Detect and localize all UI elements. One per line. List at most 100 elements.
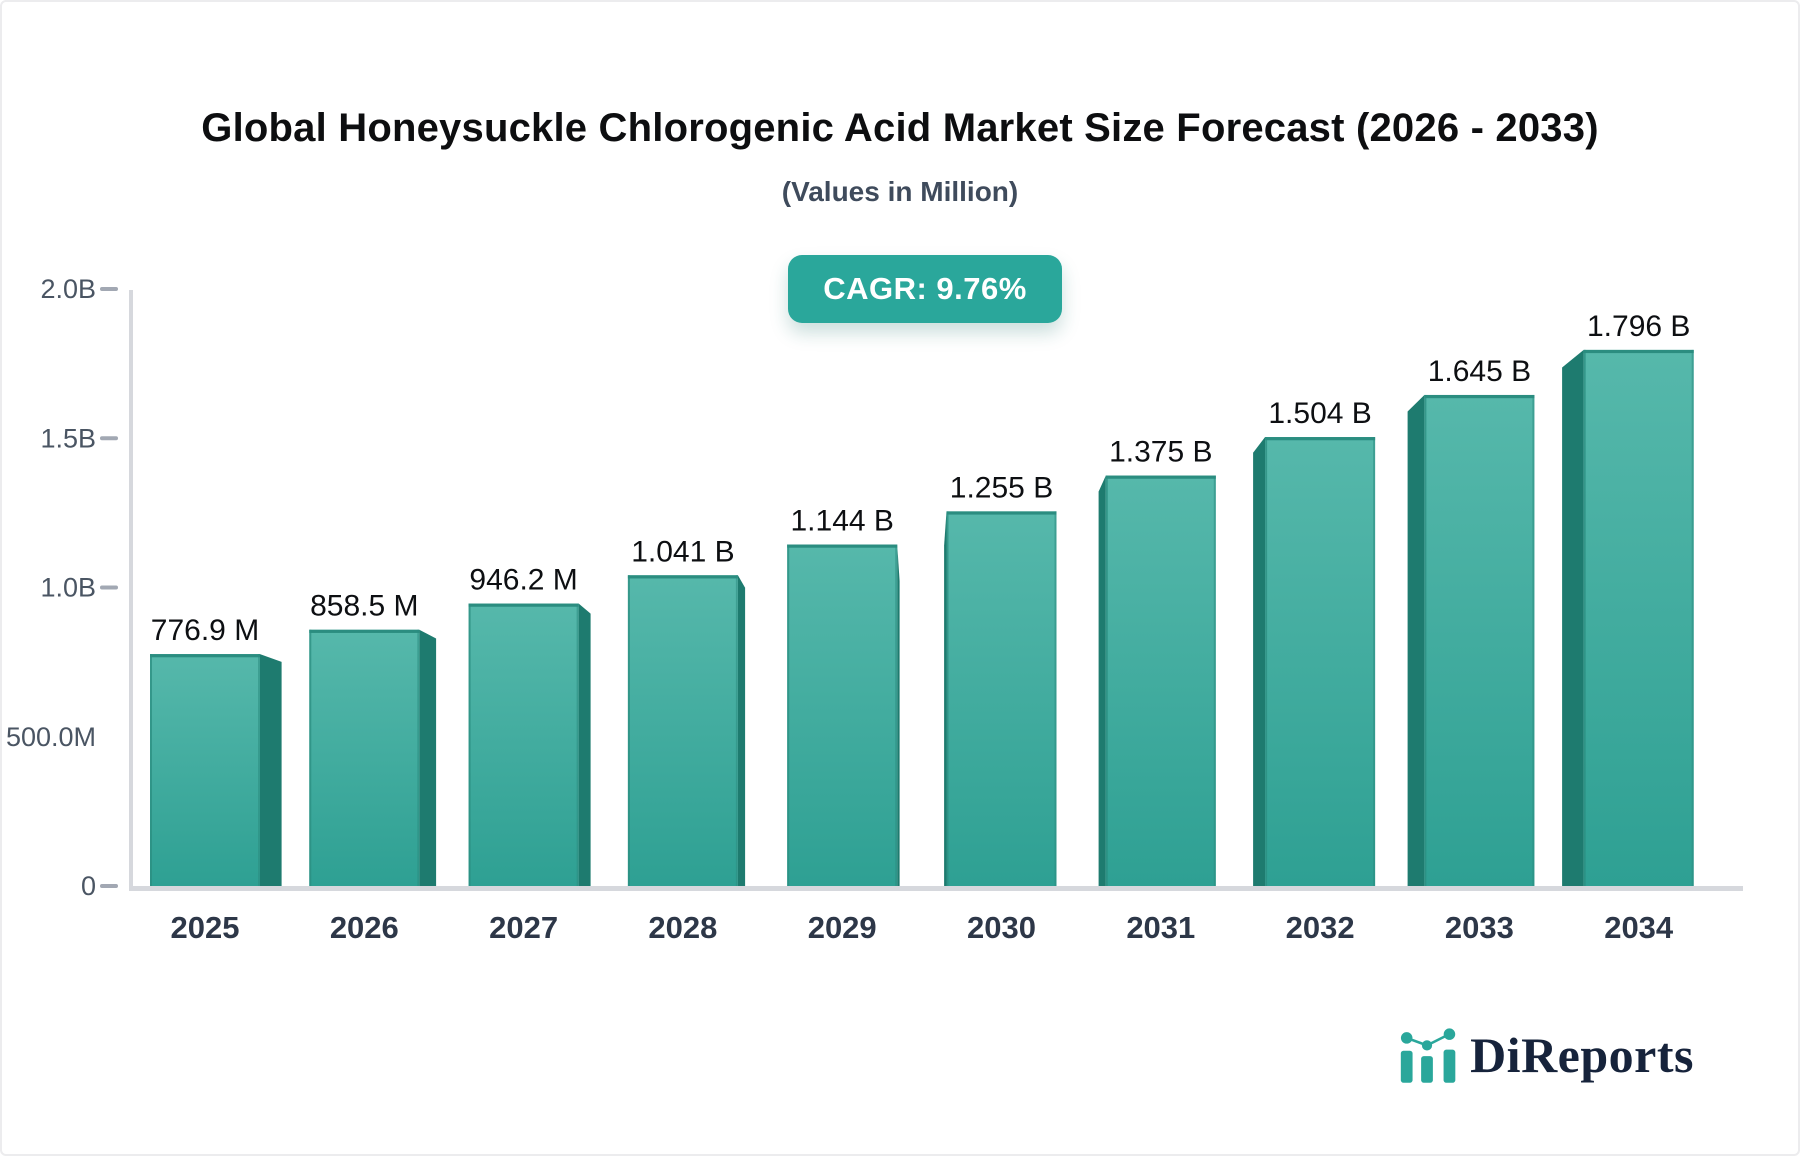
bar-front-face [1583, 349, 1694, 886]
x-category-label: 2030 [967, 910, 1036, 945]
bar-top-edge [309, 629, 420, 633]
bar-front-face [309, 629, 420, 886]
brand-name: DiReports [1470, 1027, 1694, 1083]
x-category-label: 2031 [1126, 910, 1195, 945]
bar-2029: 1.144 B 2029 [787, 505, 900, 945]
bar-left-edge [1105, 475, 1108, 886]
bar-right-edge [417, 629, 420, 886]
bar-chart-logo-icon [1400, 1028, 1456, 1083]
bar-front-face [468, 603, 579, 886]
bar-top-edge [1105, 475, 1216, 479]
bar-value-label: 946.2 M [469, 564, 577, 597]
x-category-label: 2028 [648, 910, 717, 945]
bar-left-edge [627, 575, 630, 886]
bar-left-edge [309, 629, 312, 886]
bar-left-edge [468, 603, 471, 886]
bar-front-face [150, 654, 260, 886]
bar-front-face [946, 511, 1057, 886]
x-category-label: 2026 [330, 910, 399, 945]
bar-right-edge [1373, 437, 1376, 886]
bar-left-edge [946, 511, 949, 886]
bar-value-label: 1.645 B [1428, 355, 1531, 388]
bar-left-edge [1424, 394, 1427, 886]
bar-front-face [627, 575, 738, 886]
bar-2025: 776.9 M 2025 [150, 614, 282, 945]
bar-side-face [419, 629, 437, 886]
bar-value-label: 1.504 B [1268, 397, 1371, 430]
bar-value-label: 1.144 B [790, 505, 893, 538]
bar-value-label: 1.375 B [1109, 436, 1212, 469]
bar-top-edge [787, 544, 898, 548]
bar-2031: 1.375 B 2031 [1098, 436, 1216, 945]
y-tick-dash [100, 287, 118, 291]
y-tick-dash [100, 884, 118, 888]
bar-right-edge [895, 544, 898, 886]
bar-right-edge [1532, 394, 1535, 886]
bar-value-label: 776.9 M [151, 614, 259, 647]
bar-side-face [1407, 394, 1425, 886]
y-tick-label: 2.0B [40, 274, 96, 304]
y-tick-label: 0 [81, 871, 96, 901]
bar-2032: 1.504 B 2032 [1253, 397, 1376, 945]
bar-left-edge [1265, 437, 1268, 886]
bar-top-edge [627, 575, 738, 579]
x-category-label: 2033 [1445, 910, 1514, 945]
chart-title: Global Honeysuckle Chlorogenic Acid Mark… [201, 106, 1599, 150]
bar-right-edge [1213, 475, 1216, 886]
bar-side-face [944, 511, 947, 886]
x-category-label: 2034 [1604, 910, 1674, 945]
bar-top-edge [150, 654, 260, 658]
bar-left-edge [1583, 349, 1586, 886]
bar-2027: 946.2 M 2027 [468, 564, 591, 945]
bar-2034: 1.796 B 2034 [1562, 310, 1694, 945]
bar-left-edge [150, 654, 152, 886]
bar-2030: 1.255 B 2030 [944, 471, 1057, 945]
bar-side-face [578, 603, 591, 886]
y-tick-dash [100, 585, 118, 590]
bar-right-edge [1691, 349, 1694, 886]
x-axis-line [129, 886, 1743, 891]
bar-side-face [260, 654, 282, 886]
x-category-label: 2027 [489, 910, 558, 945]
y-tick-label: 1.5B [40, 423, 96, 453]
bar-side-face [1098, 475, 1106, 886]
bar-right-edge [258, 654, 260, 886]
x-category-label: 2029 [808, 910, 877, 945]
bar-top-edge [1265, 437, 1376, 441]
bar-side-face [737, 575, 746, 886]
bar-left-edge [787, 544, 790, 886]
bar-2028: 1.041 B 2028 [627, 535, 746, 945]
bar-side-face [1253, 437, 1266, 886]
bar-side-face [1562, 349, 1584, 886]
brand-logo: DiReports [1396, 1026, 1694, 1084]
cagr-badge-label: CAGR: 9.76% [823, 271, 1027, 306]
bar-value-label: 858.5 M [310, 590, 418, 623]
y-axis-line [129, 290, 133, 886]
x-category-label: 2032 [1286, 910, 1355, 945]
bar-top-edge [946, 511, 1057, 515]
bar-front-face [1424, 394, 1535, 886]
y-tick-dash [100, 436, 118, 441]
bar-value-label: 1.796 B [1587, 310, 1690, 343]
chart-subtitle: (Values in Million) [781, 176, 1019, 207]
bar-2033: 1.645 B 2033 [1407, 355, 1535, 945]
cagr-badge: CAGR: 9.76% [788, 255, 1062, 323]
bar-right-edge [576, 603, 579, 886]
bar-side-face [897, 544, 900, 886]
bar-value-label: 1.041 B [631, 535, 734, 568]
bar-front-face [787, 544, 898, 886]
bar-top-edge [1583, 349, 1694, 354]
bar-2026: 858.5 M 2026 [309, 590, 437, 945]
bar-right-edge [735, 575, 738, 886]
x-category-label: 2025 [171, 910, 240, 945]
bar-front-face [1105, 475, 1216, 886]
y-tick-label: 1.0B [40, 573, 96, 603]
bar-top-edge [468, 603, 579, 607]
bar-right-edge [1054, 511, 1057, 886]
y-tick-label: 500.0M [6, 722, 96, 752]
bar-value-label: 1.255 B [950, 471, 1053, 504]
bar-top-edge [1424, 394, 1535, 399]
bar-front-face [1265, 437, 1376, 886]
